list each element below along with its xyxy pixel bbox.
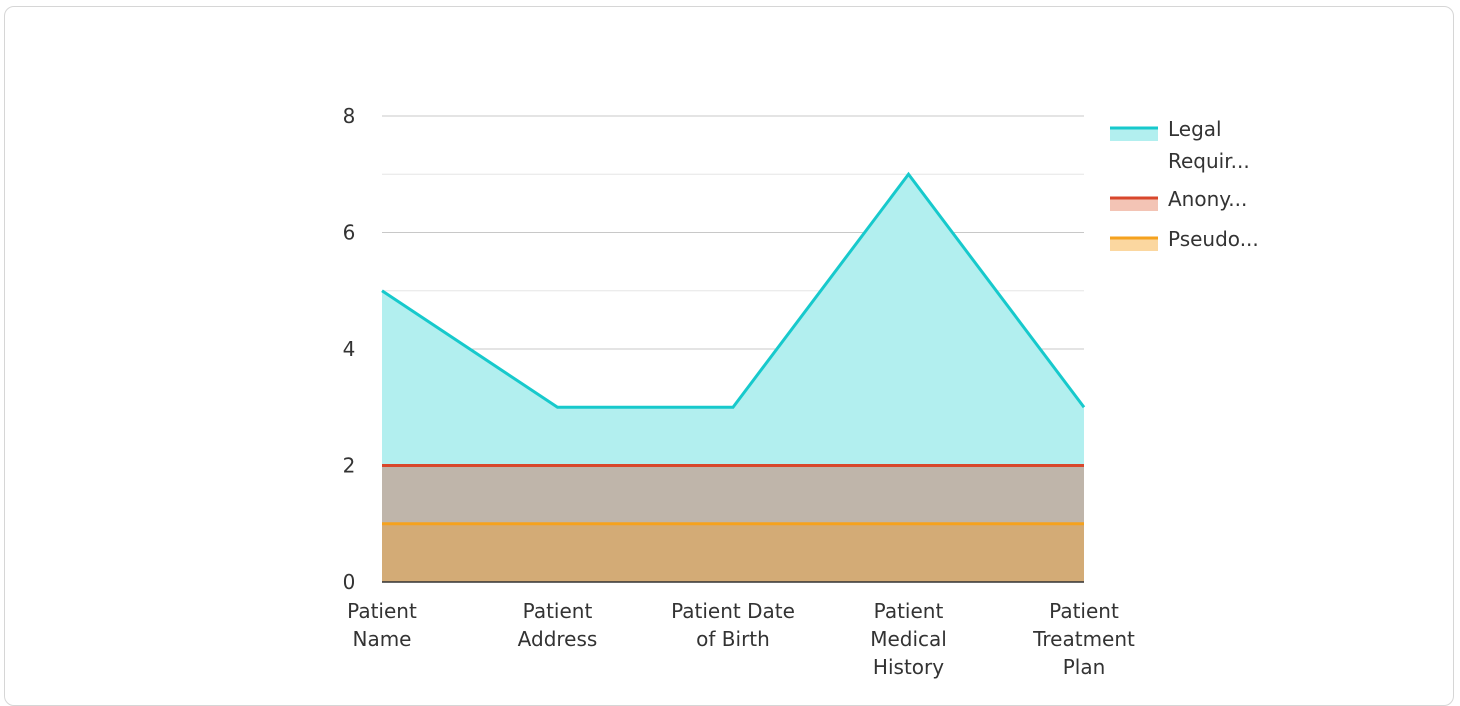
y-tick-label: 8 xyxy=(343,104,356,128)
x-tick-label: Patient Address xyxy=(518,599,598,651)
line-layer xyxy=(381,171,1086,526)
x-tick-line: Patient Date xyxy=(671,599,795,623)
x-tick-line: of Birth xyxy=(696,627,770,651)
legend-label: Anony... xyxy=(1168,187,1247,211)
x-tick-line: Patient xyxy=(874,599,944,623)
x-tick-line: Address xyxy=(518,627,598,651)
area-layer xyxy=(382,174,1084,582)
legend-layer: Legal Requir... Anony... Pseudo... xyxy=(1110,117,1259,251)
x-tick-line: History xyxy=(873,655,944,679)
legend-label-line: Requir... xyxy=(1168,149,1250,173)
y-tick-label: 4 xyxy=(343,337,356,361)
y-tick-label: 2 xyxy=(343,454,356,478)
y-tick-label: 0 xyxy=(343,570,356,594)
x-tick-label: Patient Treatment Plan xyxy=(1032,599,1135,679)
x-tick-line: Treatment xyxy=(1032,627,1135,651)
legend-item[interactable]: Anony... xyxy=(1110,187,1247,211)
legend-swatch-fill xyxy=(1110,237,1158,251)
legend-label-line: Legal xyxy=(1168,117,1222,141)
legend-item[interactable]: Pseudo... xyxy=(1110,227,1259,251)
legend-item[interactable]: Legal Requir... xyxy=(1110,117,1250,173)
x-tick-line: Name xyxy=(352,627,411,651)
x-tick-line: Patient xyxy=(523,599,593,623)
area-pseudonymization xyxy=(382,523,1084,582)
x-tick-line: Plan xyxy=(1063,655,1106,679)
x-tick-label: Patient Date of Birth xyxy=(671,599,795,651)
x-tick-line: Medical xyxy=(870,627,947,651)
legend-label-line: Pseudo... xyxy=(1168,227,1259,251)
x-tick-line: Patient xyxy=(347,599,417,623)
chart-card xyxy=(4,6,1454,706)
axis-layer: 0 2 4 6 8 Patient Name Patient Address Patient Da… xyxy=(343,104,1135,679)
x-tick-label: Patient Name xyxy=(347,599,417,651)
legend-swatch-fill xyxy=(1110,197,1158,211)
x-tick-label: Patient Medical History xyxy=(870,599,947,679)
legend-label-line: Anony... xyxy=(1168,187,1247,211)
legend-swatch-fill xyxy=(1110,127,1158,141)
y-tick-label: 6 xyxy=(343,221,356,245)
legend-label: Legal Requir... xyxy=(1168,117,1250,173)
legend-label: Pseudo... xyxy=(1168,227,1259,251)
x-tick-line: Patient xyxy=(1049,599,1119,623)
series-line-0 xyxy=(381,171,1086,409)
